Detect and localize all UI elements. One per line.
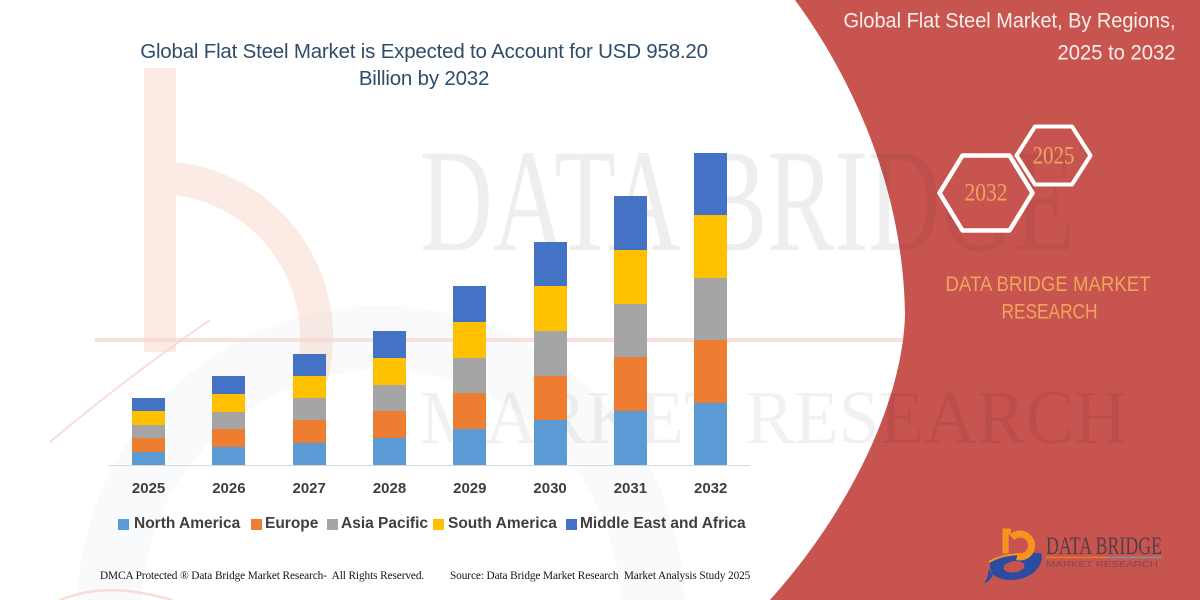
svg-text:DATA BRIDGE: DATA BRIDGE xyxy=(420,119,1075,282)
svg-text:MARKET RESEARCH: MARKET RESEARCH xyxy=(420,376,1127,460)
svg-text:2032: 2032 xyxy=(965,178,1008,207)
svg-text:2025 to 2032: 2025 to 2032 xyxy=(1058,42,1176,65)
svg-text:RESEARCH: RESEARCH xyxy=(1002,300,1098,324)
svg-text:Global Flat Steel Market, By R: Global Flat Steel Market, By Regions, xyxy=(844,10,1176,33)
svg-text:DATA BRIDGE: DATA BRIDGE xyxy=(1046,533,1162,560)
svg-text:DATA BRIDGE MARKET: DATA BRIDGE MARKET xyxy=(946,272,1151,296)
svg-text:2025: 2025 xyxy=(1033,143,1075,170)
svg-text:MARKET RESEARCH: MARKET RESEARCH xyxy=(1046,560,1158,569)
